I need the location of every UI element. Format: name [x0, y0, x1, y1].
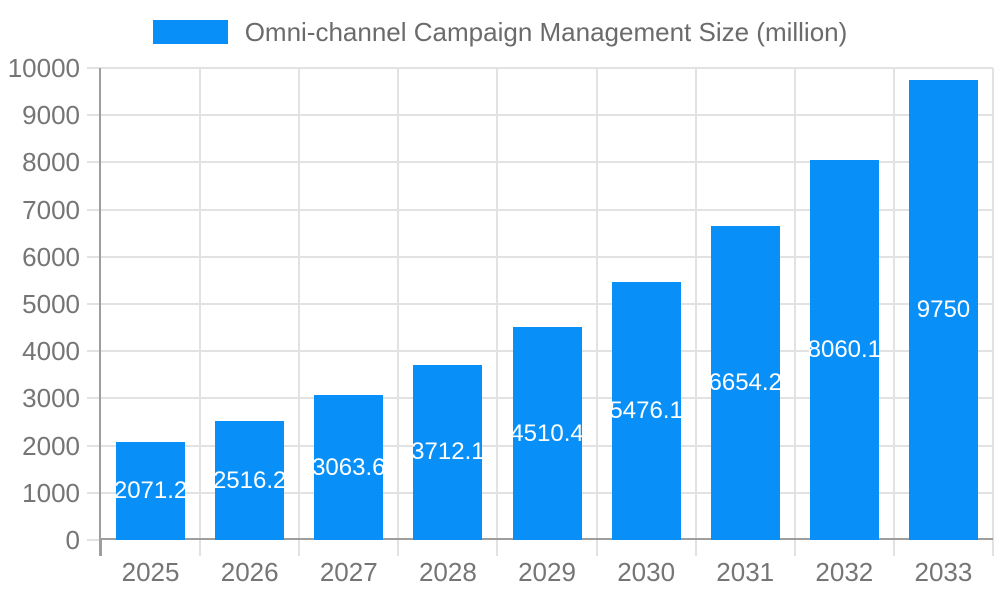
gridline-vertical	[793, 68, 796, 540]
x-tick-label: 2031	[716, 557, 775, 587]
x-tick-label: 2033	[914, 557, 973, 587]
y-axis-tick	[87, 539, 101, 541]
bar-value-label: 2071.2	[113, 477, 188, 505]
bar-2031[interactable]	[710, 225, 780, 540]
bar-2025[interactable]	[116, 442, 186, 540]
bar-value-label: 9750	[916, 295, 971, 323]
gridline-vertical	[199, 68, 202, 540]
legend-swatch	[152, 20, 228, 44]
gridline-horizontal	[101, 255, 993, 258]
y-tick-label: 8000	[22, 147, 80, 178]
x-tick-label: 2028	[418, 557, 477, 587]
y-axis-tick	[87, 208, 101, 211]
gridline-vertical	[496, 68, 499, 540]
y-axis-tick	[87, 444, 101, 447]
y-axis-line	[99, 68, 101, 556]
x-axis-tick	[199, 540, 202, 556]
x-axis-tick	[892, 540, 895, 556]
x-tick-label: 2026	[220, 557, 279, 587]
y-axis-tick	[87, 67, 101, 69]
gridline-horizontal	[101, 208, 993, 211]
y-axis-tick	[87, 255, 101, 258]
gridline-vertical	[694, 68, 697, 540]
x-axis-tick	[100, 540, 102, 556]
bar-2033[interactable]	[908, 79, 978, 540]
bar-2028[interactable]	[413, 364, 483, 540]
gridline-vertical	[298, 68, 301, 540]
gridline-horizontal	[101, 114, 993, 117]
y-axis-tick	[87, 303, 101, 305]
x-axis-tick	[595, 540, 598, 556]
y-tick-label: 6000	[22, 241, 80, 272]
x-tick-label: 2027	[319, 557, 378, 587]
y-tick-label: 2000	[22, 430, 80, 461]
y-axis-tick	[87, 397, 101, 400]
gridline-vertical	[595, 68, 598, 540]
y-tick-label: 9000	[22, 100, 80, 131]
y-tick-label: 4000	[22, 336, 80, 367]
y-tick-label: 5000	[22, 289, 80, 319]
bar-2029[interactable]	[512, 327, 582, 540]
bar-2032[interactable]	[809, 159, 879, 540]
gridline-vertical	[892, 68, 895, 540]
x-axis-tick	[793, 540, 796, 556]
y-tick-label: 7000	[22, 194, 80, 225]
bar-2026[interactable]	[215, 421, 285, 540]
gridline-horizontal	[101, 67, 993, 69]
x-axis-tick	[694, 540, 697, 556]
gridline-vertical	[397, 68, 400, 540]
bar-value-label: 2516.2	[212, 466, 287, 494]
y-axis-tick	[87, 350, 101, 353]
x-tick-label: 2025	[121, 557, 180, 587]
bar-value-label: 3063.6	[312, 453, 386, 481]
x-tick-label: 2032	[815, 557, 874, 587]
plot-area: 0 1000 2000 3000 4000 5000 6000 7000 8000 9000 100…	[8, 55, 994, 587]
x-tick-label: 2030	[617, 557, 676, 587]
bar-value-label: 5476.1	[609, 396, 683, 424]
gridline-horizontal	[101, 303, 993, 305]
x-axis-tick	[298, 540, 301, 556]
x-tick-label: 2029	[518, 557, 576, 587]
bar-value-label: 8060.1	[807, 335, 882, 363]
gridline-vertical	[992, 68, 994, 540]
bar-value-label: 3712.1	[411, 438, 485, 466]
x-axis-tick	[992, 540, 994, 556]
bar-value-label: 4510.4	[510, 419, 584, 447]
y-tick-label: 0	[65, 525, 80, 555]
y-axis-tick	[87, 161, 101, 164]
x-axis-tick	[397, 540, 400, 556]
legend-label: Omni-channel Campaign Management Size (m…	[244, 17, 848, 47]
bar-2027[interactable]	[314, 395, 384, 540]
y-axis-tick	[87, 114, 101, 117]
y-tick-label: 1000	[22, 477, 80, 508]
bar-2030[interactable]	[611, 281, 681, 540]
y-axis-tick	[87, 491, 101, 494]
y-tick-label: 10000	[7, 53, 80, 83]
bar-value-label: 6654.2	[708, 368, 782, 396]
y-tick-label: 3000	[22, 383, 80, 414]
legend-item[interactable]: Omni-channel Campaign Management Size (m…	[0, 17, 1000, 47]
gridline-horizontal	[101, 161, 993, 164]
x-axis-tick	[496, 540, 499, 556]
